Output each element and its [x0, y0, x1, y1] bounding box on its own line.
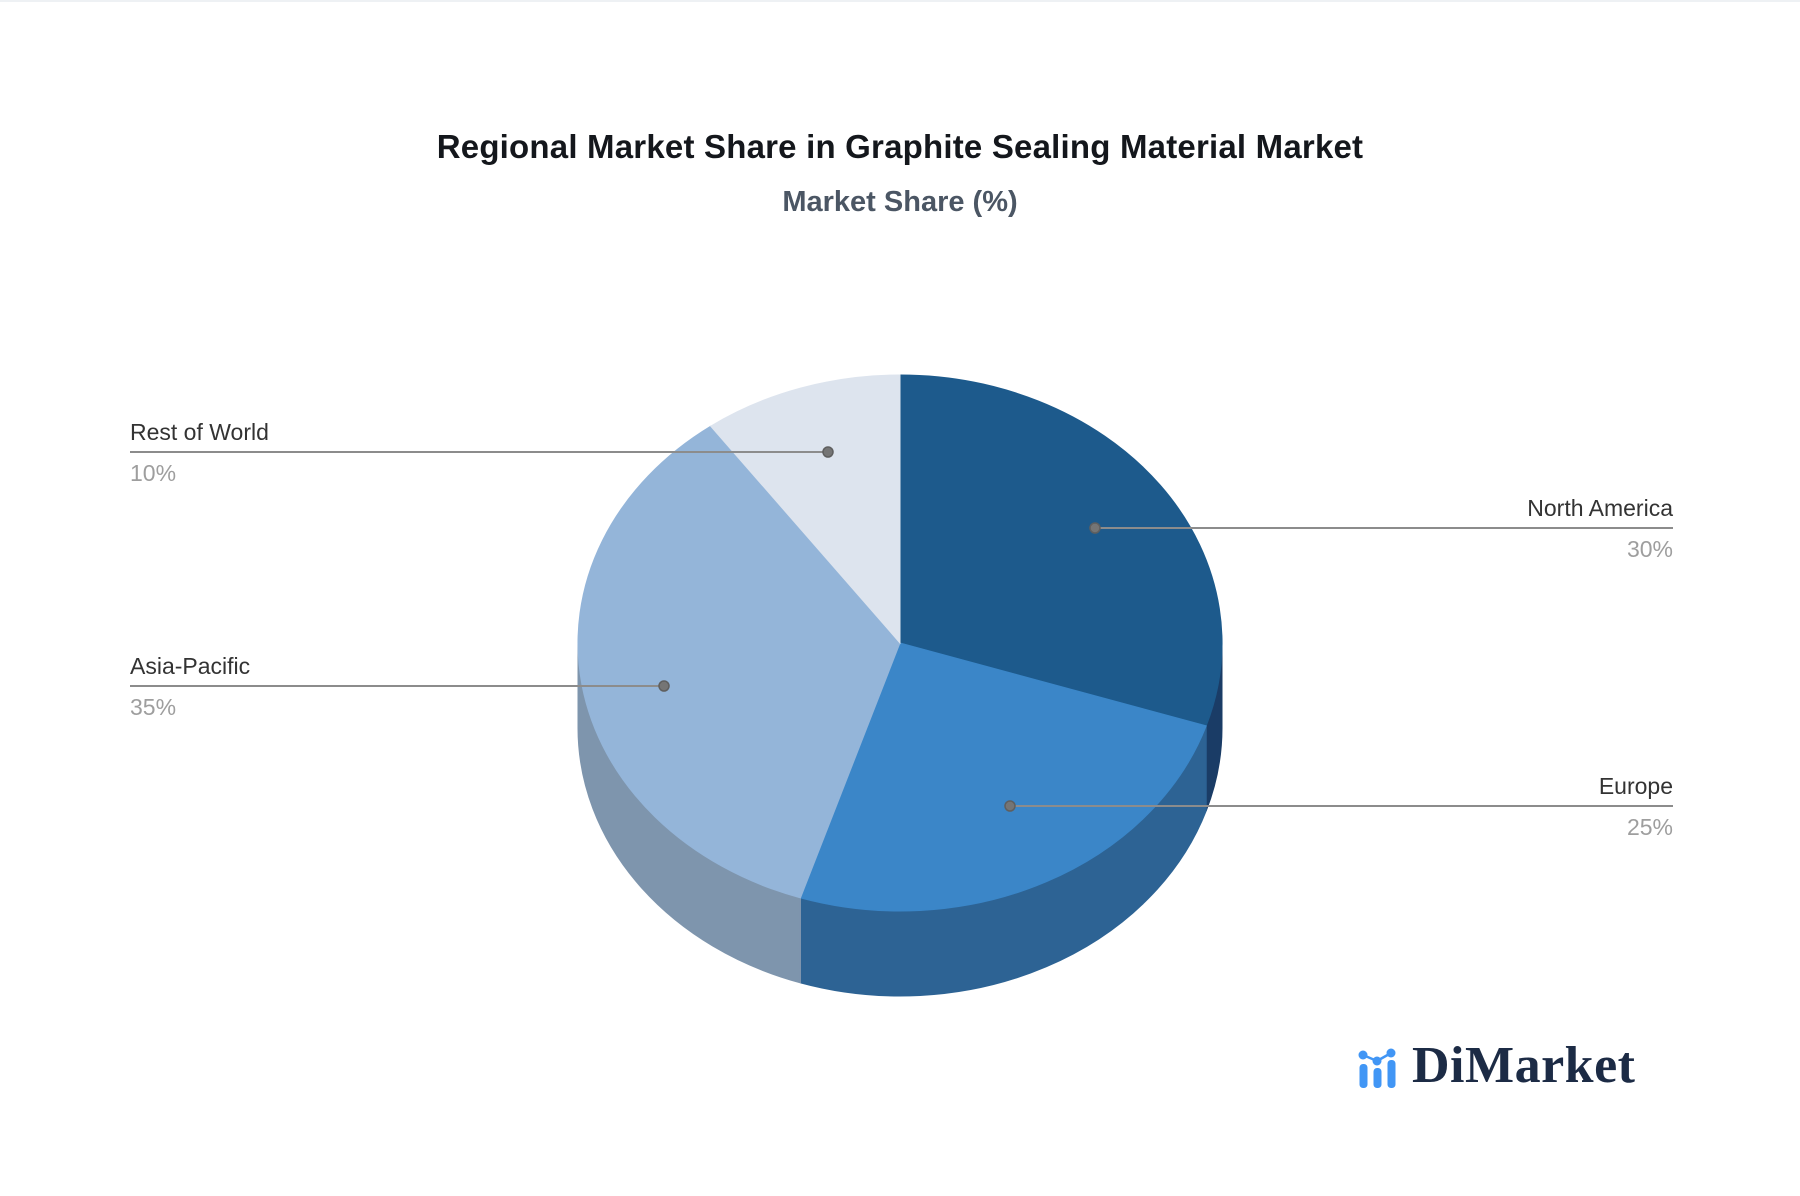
- pie-slice-rest-of-world[interactable]: [709, 374, 901, 645]
- chart-title: Regional Market Share in Graphite Sealin…: [436, 128, 1364, 165]
- chart-subtitle: Market Share (%): [782, 186, 1018, 218]
- slice-value-rest-of-world: 10%: [130, 460, 176, 486]
- slice-value-europe: 25%: [1627, 814, 1673, 840]
- slice-label-rest-of-world: Rest of World: [130, 419, 269, 445]
- slice-label-europe: Europe: [1599, 773, 1673, 799]
- leader-dot-europe: [1004, 800, 1016, 812]
- leader-dot-north-america: [1089, 522, 1101, 534]
- brand-logo-text: DiMarket: [1412, 1037, 1636, 1094]
- slice-value-north-america: 30%: [1627, 536, 1673, 562]
- leader-dot-rest-of-world: [822, 446, 834, 458]
- bar-chart-logo-icon: [1358, 1048, 1396, 1088]
- pie-slice-europe[interactable]: [799, 642, 1207, 912]
- brand-logo: DiMarket: [1356, 1037, 1636, 1094]
- slice-label-asia-pacific: Asia-Pacific: [130, 653, 250, 679]
- pie-slice-asia-pacific[interactable]: [577, 425, 901, 899]
- leader-dot-asia-pacific: [658, 680, 670, 692]
- slice-value-asia-pacific: 35%: [130, 694, 176, 720]
- pie-slice-north-america[interactable]: [899, 374, 1223, 727]
- top-border: [0, 0, 1800, 2]
- slice-label-north-america: North America: [1527, 495, 1673, 521]
